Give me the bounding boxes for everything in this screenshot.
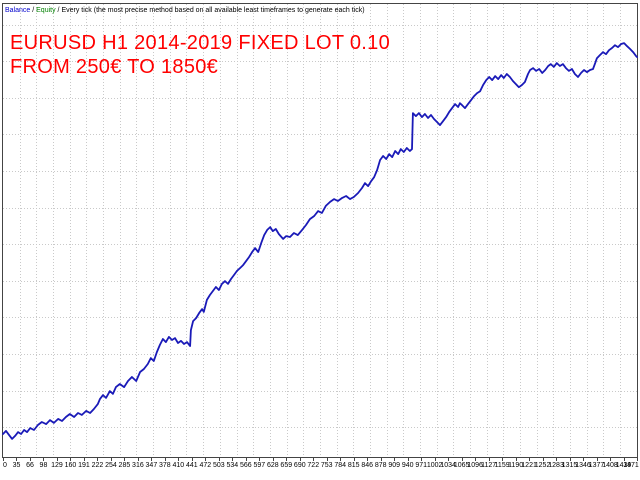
x-tick-label: 784 [334, 462, 347, 469]
x-tick-label: 378 [159, 462, 171, 469]
x-tick-label: 66 [26, 462, 34, 469]
x-tick-label: 191 [78, 462, 90, 469]
x-tick-label: 690 [293, 462, 306, 469]
x-tick-label: 1471 [623, 462, 639, 469]
x-tick-label: 347 [145, 462, 158, 469]
x-tick-label: 503 [212, 462, 225, 469]
x-tick-label: 222 [91, 462, 104, 469]
x-tick-label: 566 [239, 462, 252, 469]
x-tick-label: 0 [3, 462, 7, 469]
equity-legend-label: Equity [36, 7, 56, 14]
x-tick-label: 815 [347, 462, 360, 469]
x-tick-label: 597 [253, 462, 266, 469]
x-tick-label: 129 [51, 462, 63, 469]
balance-legend-label: Balance [5, 7, 31, 14]
model-description-label: Every tick (the most precise method base… [61, 7, 365, 14]
x-tick-label: 1283 [548, 462, 564, 469]
x-tick-label: 722 [307, 462, 320, 469]
x-tick-label: 160 [64, 462, 77, 469]
x-tick-label: 878 [374, 462, 387, 469]
x-tick-label: 285 [118, 462, 131, 469]
x-tick-label: 1096 [467, 462, 483, 469]
x-tick-label: 940 [401, 462, 414, 469]
x-tick-label: 410 [172, 462, 185, 469]
x-tick-label: 1252 [534, 462, 551, 469]
annotation-line-2: FROM 250€ TO 1850€ [10, 56, 219, 78]
x-tick-label: 846 [361, 462, 374, 469]
x-tick-label: 1127 [481, 462, 497, 469]
x-tick-label: 472 [199, 462, 212, 469]
chart-annotation: EURUSD H1 2014-2019 FIXED LOT 0.10 FROM … [10, 31, 390, 79]
x-tick-label: 1315 [561, 462, 578, 469]
x-tick-label: 753 [320, 462, 333, 469]
x-tick-label: 35 [12, 462, 21, 469]
x-tick-label: 971 [415, 462, 427, 469]
x-tick-label: 1221 [521, 462, 537, 469]
x-tick-label: 1159 [494, 462, 510, 469]
x-tick-label: 98 [39, 462, 48, 469]
balance-curve [2, 42, 638, 440]
x-tick-label: 1065 [453, 462, 470, 469]
x-tick-label: 1377 [588, 462, 605, 469]
legend-separator: / [55, 7, 62, 14]
x-tick-label: 1034 [440, 462, 456, 469]
x-tick-label: 1408 [602, 462, 618, 469]
x-tick-label: 254 [105, 462, 117, 469]
x-tick-label: 441 [186, 462, 198, 469]
x-tick-label: 1346 [575, 462, 591, 469]
x-tick-label: 316 [132, 462, 144, 469]
x-tick-label: 1002 [426, 462, 443, 469]
annotation-line-1: EURUSD H1 2014-2019 FIXED LOT 0.10 [10, 32, 391, 54]
x-axis: 0 35 66 98 129 160 191 222 254 285 316 347 378 410 441… [0, 461, 640, 473]
x-tick-label: 659 [280, 462, 293, 469]
x-tick-label: 534 [226, 462, 239, 469]
x-tick-label: 909 [388, 462, 401, 469]
legend-separator: / [30, 7, 37, 14]
x-tick-label: 628 [266, 462, 279, 469]
x-tick-label: 1190 [508, 462, 524, 469]
graph-legend: Balance / Equity / Every tick (the most … [5, 6, 365, 15]
plot-frame [2, 3, 638, 458]
x-tick-label: 1439 [615, 462, 632, 469]
